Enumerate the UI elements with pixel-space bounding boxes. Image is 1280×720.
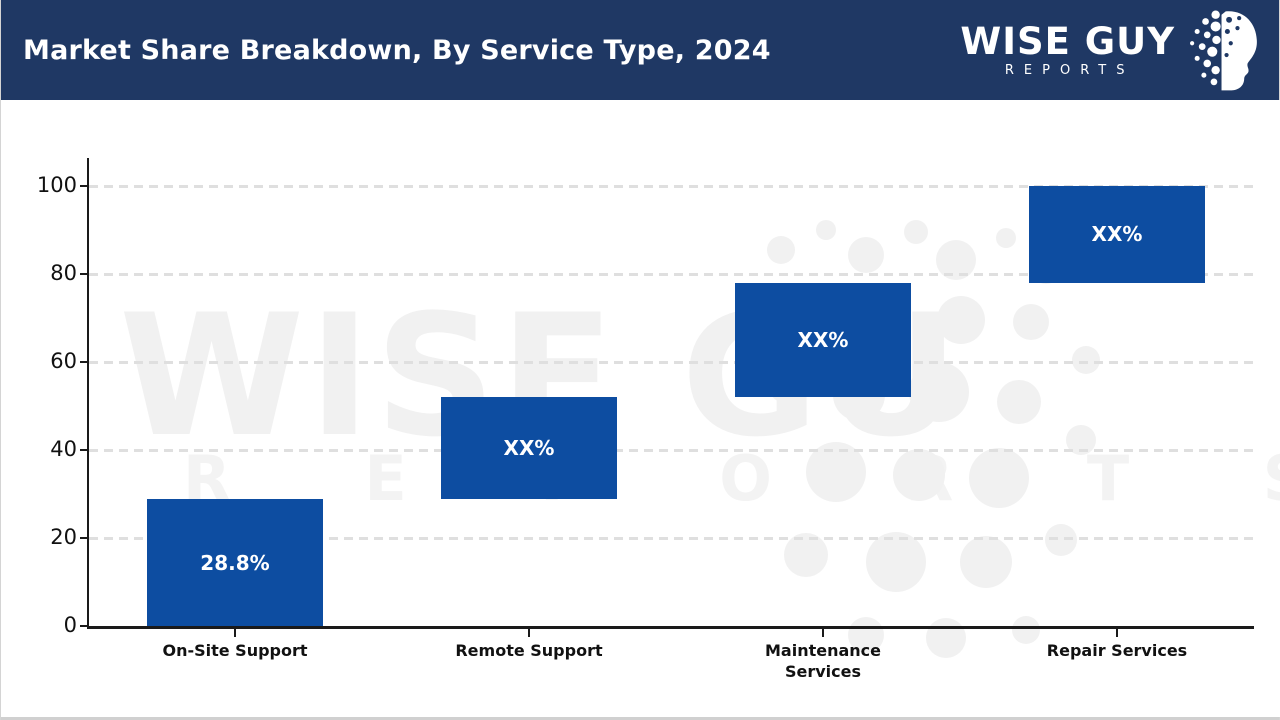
- category-label-3: Repair Services: [1046, 641, 1188, 660]
- y-tick-20: [80, 537, 89, 539]
- y-tick-label-60: 60: [50, 349, 77, 373]
- y-axis-line: [87, 158, 89, 629]
- y-tick-label-40: 40: [50, 437, 77, 461]
- y-tick-100: [80, 185, 89, 187]
- y-tick-40: [80, 449, 89, 451]
- bar-on-site-support: 28.8%: [147, 499, 323, 626]
- chart-title: Market Share Breakdown, By Service Type,…: [23, 34, 771, 66]
- y-tick-label-20: 20: [50, 525, 77, 549]
- bottom-border: [1, 717, 1279, 720]
- bar-value-label: 28.8%: [200, 550, 270, 575]
- bar-remote-support: XX%: [441, 397, 617, 500]
- bar-value-label: XX%: [797, 327, 849, 352]
- watermark-reports-text: R E P O R T S: [183, 442, 1280, 515]
- gridline-40: [89, 449, 1254, 452]
- gridline-60: [89, 361, 1254, 364]
- y-tick-0: [80, 625, 89, 627]
- logo-wordmark-line1: WISE GUY: [960, 20, 1175, 63]
- bar-repair-services: XX%: [1029, 186, 1205, 283]
- bar-maintenance-services: XX%: [735, 282, 911, 398]
- y-tick-60: [80, 361, 89, 363]
- bar-value-label: XX%: [1091, 222, 1143, 247]
- gridline-100: [89, 185, 1254, 188]
- logo-wordmark-line2: REPORTS: [1004, 63, 1135, 78]
- logo-head-icon: [1190, 10, 1257, 91]
- category-label-1: Remote Support: [455, 641, 603, 660]
- category-label-2: Maintenance Services: [764, 641, 881, 681]
- x-tick-0: [234, 629, 236, 637]
- y-tick-80: [80, 273, 89, 275]
- x-tick-3: [1116, 629, 1118, 637]
- y-tick-label-100: 100: [36, 173, 77, 197]
- header-bar: Market Share Breakdown, By Service Type,…: [1, 0, 1279, 100]
- x-axis-line: [87, 626, 1254, 629]
- x-tick-1: [528, 629, 530, 637]
- wise-guy-reports-logo: WISE GUY REPORTS: [960, 6, 1261, 94]
- chart-area: WISE GU R E P O R T S 0 20 40 60 80 1: [1, 100, 1280, 717]
- category-label-0: On-Site Support: [162, 641, 308, 660]
- bar-value-label: XX%: [503, 436, 555, 461]
- gridline-20: [89, 537, 1254, 540]
- y-tick-label-0: 0: [63, 613, 77, 637]
- logo-wordmark: WISE GUY REPORTS: [960, 23, 1175, 77]
- gridline-80: [89, 273, 1254, 276]
- y-tick-label-80: 80: [50, 261, 77, 285]
- x-tick-2: [822, 629, 824, 637]
